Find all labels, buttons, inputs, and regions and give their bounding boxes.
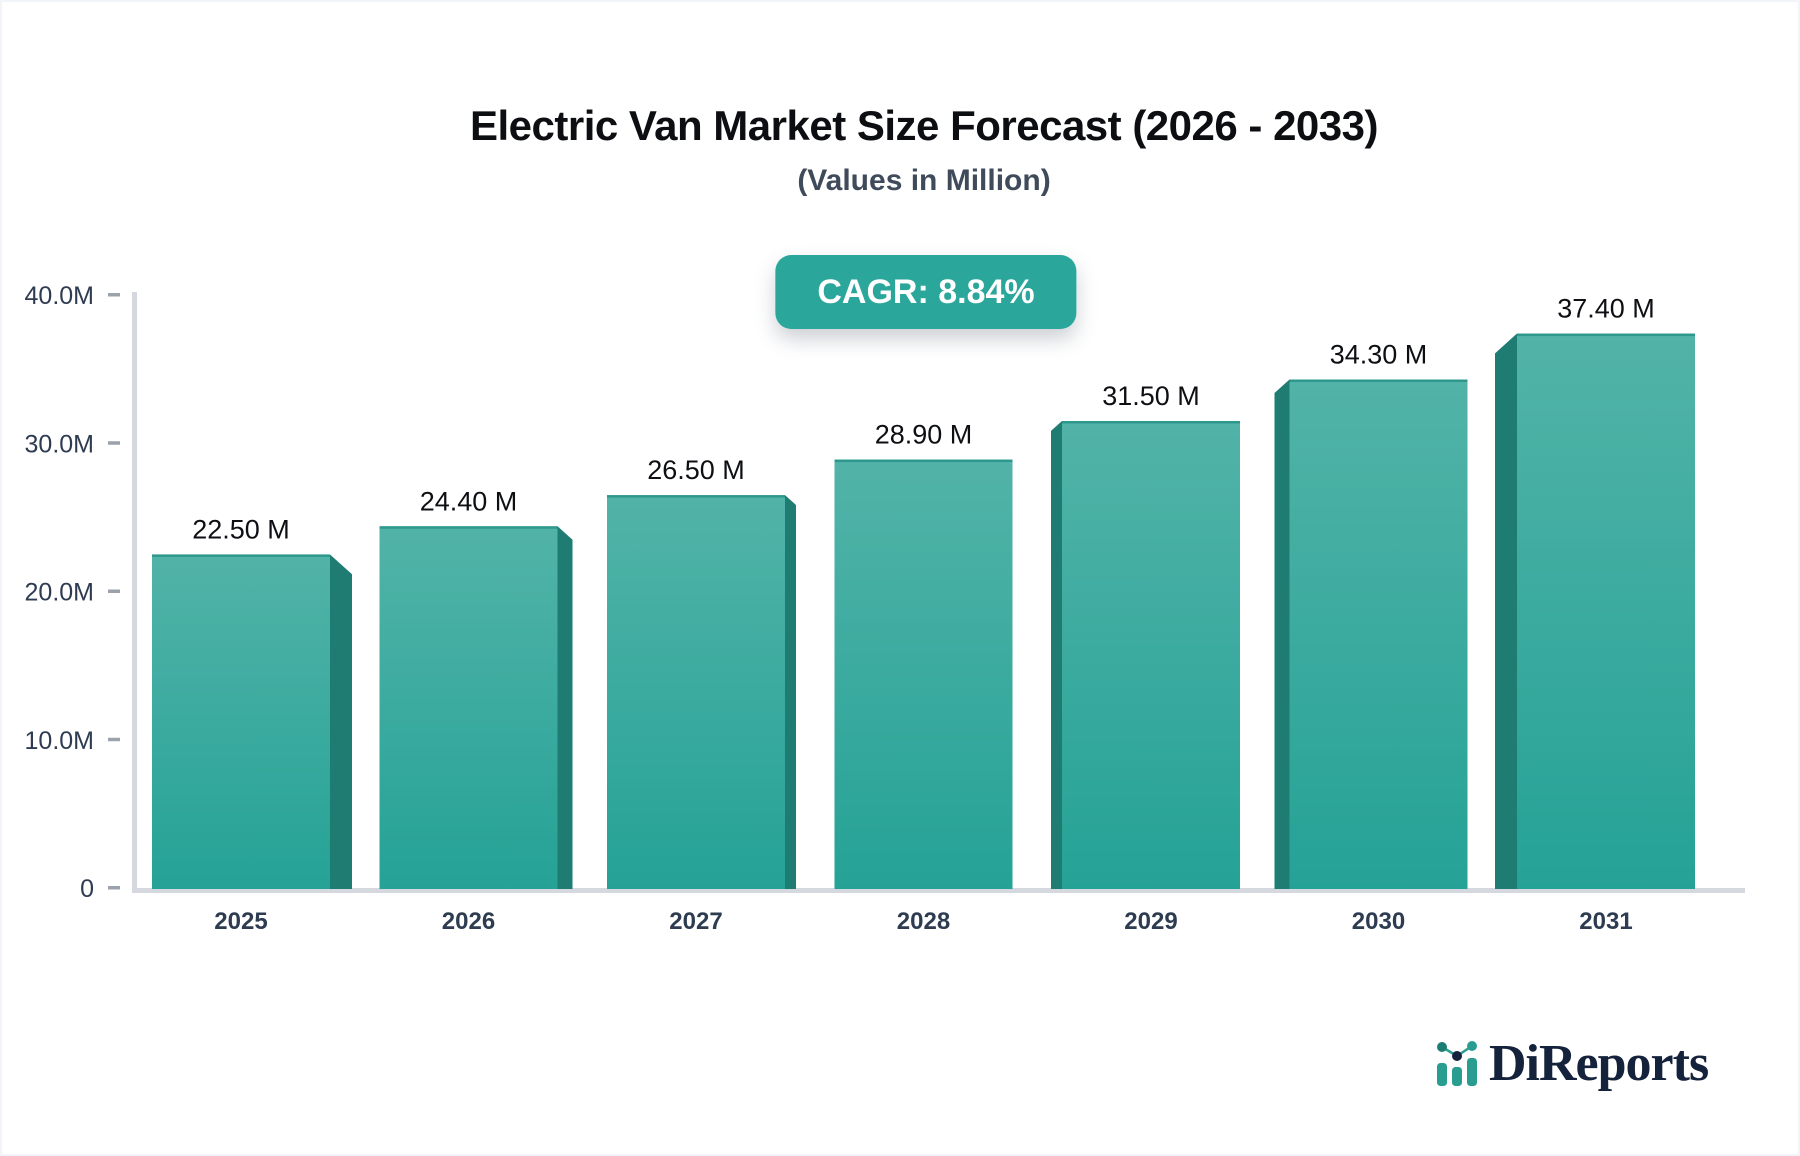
logo-mark-icon bbox=[1437, 1041, 1477, 1086]
bar-top-edge bbox=[1289, 379, 1468, 383]
bar-face bbox=[1517, 333, 1695, 889]
bar-side bbox=[1495, 333, 1517, 889]
x-tick-label: 2025 bbox=[214, 908, 267, 935]
bar-value-label: 28.90 M bbox=[875, 420, 973, 450]
y-tick bbox=[108, 293, 120, 297]
chart-subtitle: (Values in Million) bbox=[797, 164, 1051, 197]
bar-side bbox=[785, 495, 796, 889]
x-tick-label: 2031 bbox=[1579, 908, 1632, 935]
bar-value-label: 37.40 M bbox=[1557, 294, 1655, 324]
di-reports-logo: DiReports bbox=[1435, 1035, 1709, 1092]
x-tick-label: 2029 bbox=[1124, 908, 1177, 935]
bar-value-label: 31.50 M bbox=[1102, 381, 1200, 411]
bar-value-label: 34.30 M bbox=[1330, 340, 1428, 370]
bar-face bbox=[1062, 421, 1240, 889]
logo-dot bbox=[1437, 1042, 1447, 1052]
bar-side bbox=[557, 526, 573, 889]
bar-value-label: 22.50 M bbox=[192, 514, 290, 544]
y-tick bbox=[108, 589, 120, 593]
bar-value-label: 26.50 M bbox=[647, 455, 745, 485]
logo-bar bbox=[1467, 1058, 1477, 1086]
bar-face bbox=[834, 459, 1013, 889]
page-title: Electric Van Market Size Forecast (2026 … bbox=[470, 102, 1379, 149]
x-tick-label: 2028 bbox=[897, 908, 950, 935]
y-tick-label: 10.0M bbox=[25, 727, 94, 755]
y-tick bbox=[108, 886, 120, 890]
x-tick-label: 2030 bbox=[1352, 908, 1405, 935]
bar-top-edge bbox=[379, 526, 558, 529]
bar-side bbox=[330, 554, 352, 889]
x-tick-label: 2027 bbox=[669, 908, 722, 935]
y-axis-line bbox=[132, 292, 137, 893]
bar-top-edge bbox=[1517, 333, 1695, 337]
bar-top-edge bbox=[1062, 421, 1240, 424]
bar-value-label: 24.40 M bbox=[420, 486, 518, 516]
bar-face bbox=[152, 554, 330, 889]
bar-face bbox=[607, 495, 785, 889]
bar-top-edge bbox=[152, 554, 330, 557]
logo-dot bbox=[1452, 1051, 1462, 1061]
y-tick-label: 20.0M bbox=[25, 579, 94, 607]
y-tick-label: 40.0M bbox=[25, 282, 94, 310]
bar-top-edge bbox=[607, 495, 785, 498]
bar-side bbox=[1274, 379, 1290, 889]
y-tick-label: 30.0M bbox=[25, 430, 94, 458]
bar-top-edge bbox=[834, 459, 1013, 463]
x-axis-line bbox=[132, 888, 1745, 893]
cagr-badge: CAGR: 8.84% bbox=[775, 255, 1077, 329]
logo-dot bbox=[1467, 1041, 1477, 1051]
logo-bar bbox=[1452, 1067, 1462, 1086]
bar-face bbox=[379, 526, 558, 889]
y-tick bbox=[108, 737, 120, 742]
bar-face bbox=[1289, 379, 1468, 889]
y-tick-label: 0 bbox=[80, 875, 94, 903]
y-tick bbox=[108, 441, 120, 445]
x-tick-label: 2026 bbox=[442, 908, 495, 935]
bar-side bbox=[1051, 421, 1062, 889]
logo-wordmark: DiReports bbox=[1489, 1035, 1709, 1092]
logo-bar bbox=[1437, 1063, 1447, 1086]
